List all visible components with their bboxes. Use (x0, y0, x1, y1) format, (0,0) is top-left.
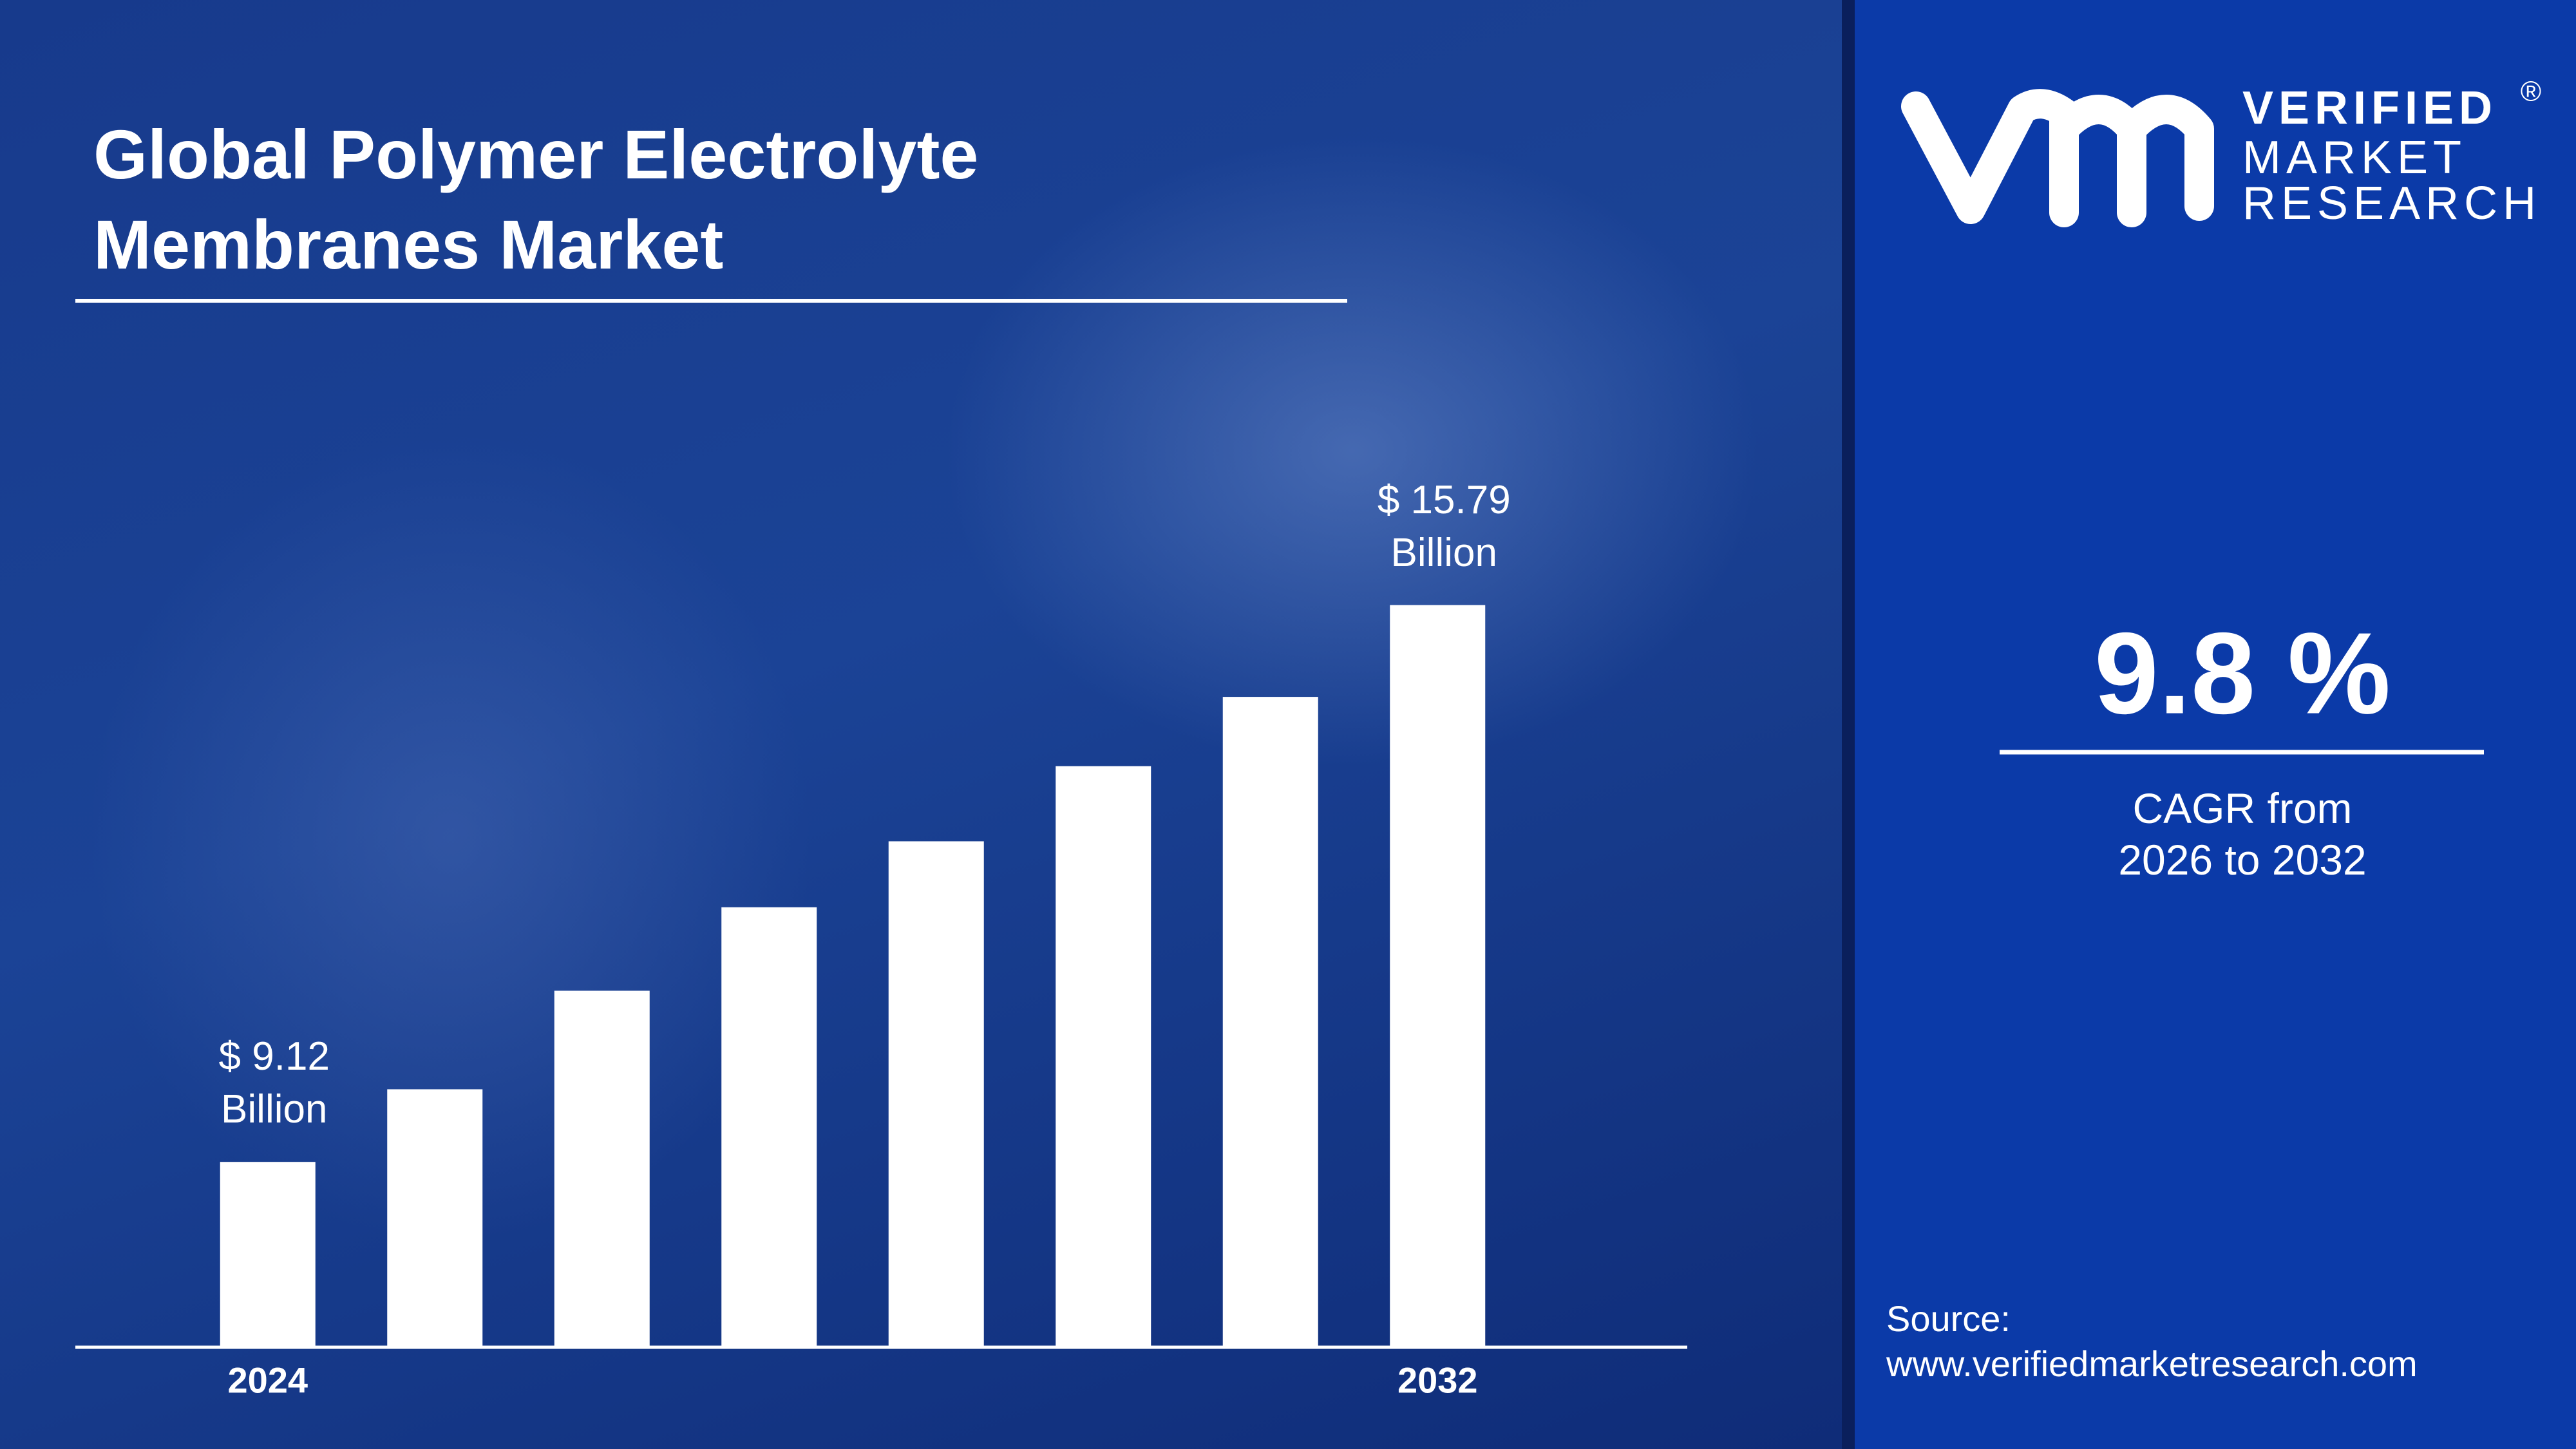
bar (387, 1089, 483, 1347)
brand-word: RESEARCH (2242, 178, 2542, 229)
source-label: Source: (1886, 1298, 2011, 1339)
bar (888, 841, 984, 1347)
cagr-value: 9.8 % (2094, 609, 2391, 739)
registered-mark: ® (2521, 76, 2541, 108)
logo (1901, 89, 2214, 227)
brand-word: VERIFIED (2242, 82, 2498, 134)
brand-word: MARKET (2242, 132, 2467, 184)
value-label: $ 9.12 Billion (218, 1034, 330, 1132)
chart-title: Global Polymer Electrolyte Membranes Mar… (93, 115, 979, 283)
bar (1390, 605, 1486, 1347)
logo-v (1901, 89, 2079, 227)
side-panel (1855, 0, 2576, 1449)
bar (1056, 766, 1151, 1347)
bar (220, 1162, 316, 1347)
x-tick-label: 2024 (227, 1359, 308, 1401)
source-url: www.verifiedmarketresearch.com (1886, 1343, 2418, 1384)
cagr-label: CAGR from 2026 to 2032 (2118, 784, 2367, 884)
bar (554, 990, 650, 1347)
logo-m (2049, 95, 2214, 227)
x-tick-label: 2032 (1397, 1359, 1478, 1401)
bar (721, 907, 817, 1347)
divider (1842, 0, 1855, 1449)
value-label: $ 15.79 Billion (1377, 477, 1511, 575)
bar (1222, 697, 1318, 1347)
